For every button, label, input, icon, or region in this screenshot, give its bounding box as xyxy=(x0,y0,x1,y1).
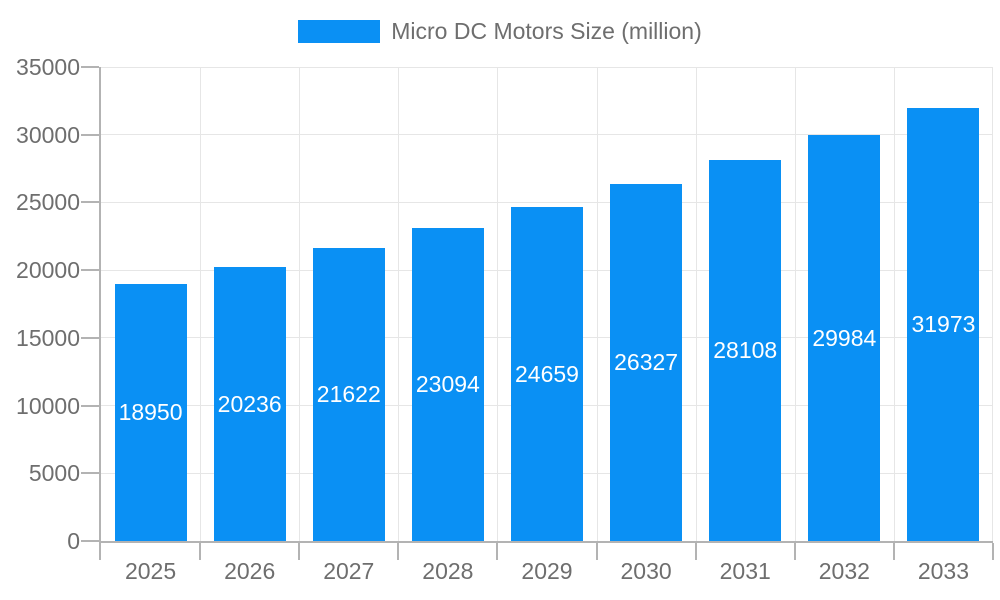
x-axis-tick-label: 2028 xyxy=(422,558,474,584)
x-axis-tick xyxy=(892,543,895,560)
bar-value-label: 26327 xyxy=(614,349,679,375)
x-gridline xyxy=(893,67,895,541)
x-gridline xyxy=(794,67,796,541)
y-axis-tick xyxy=(81,66,99,68)
x-axis-tick-label: 2033 xyxy=(917,558,970,584)
y-axis-tick xyxy=(81,269,99,272)
bar-value-label: 21622 xyxy=(316,381,381,407)
x-gridline xyxy=(992,67,993,541)
y-axis-tick xyxy=(81,540,99,542)
bar[interactable]: 18950 xyxy=(114,284,187,541)
bar-value-label: 29984 xyxy=(812,324,877,351)
x-axis-tick xyxy=(298,543,301,560)
bar[interactable]: 20236 xyxy=(213,267,286,541)
y-axis-tick-label: 25000 xyxy=(16,189,80,216)
x-axis-tick xyxy=(99,543,101,560)
bar-value-label: 20236 xyxy=(217,390,282,417)
plot-area: 18950 20236 21622 23094 24659 26327 28108 29984… xyxy=(99,67,993,543)
y-axis-tick-label: 15000 xyxy=(16,324,80,351)
bar[interactable]: 26327 xyxy=(610,184,683,541)
y-axis-tick-label: 10000 xyxy=(16,392,80,419)
y-axis-tick-label: 35000 xyxy=(16,54,80,80)
bar[interactable]: 31973 xyxy=(907,108,980,541)
bar-value-label: 31973 xyxy=(911,311,976,337)
x-axis-tick-label: 2027 xyxy=(323,558,375,584)
x-axis-tick xyxy=(496,543,499,560)
x-gridline xyxy=(398,67,400,541)
legend[interactable]: Micro DC Motors Size (million) xyxy=(0,20,1000,43)
x-axis-tick xyxy=(694,543,697,560)
y-axis-tick xyxy=(81,404,99,407)
x-axis-tick-label: 2026 xyxy=(224,558,276,584)
x-axis-tick xyxy=(595,543,598,560)
x-axis-tick-label: 2025 xyxy=(124,558,177,584)
x-axis-tick-label: 2032 xyxy=(818,558,870,584)
x-gridline xyxy=(299,67,301,541)
x-axis-tick-label: 2031 xyxy=(719,558,771,584)
x-gridline xyxy=(695,67,697,541)
y-gridline xyxy=(101,201,993,203)
bar[interactable]: 28108 xyxy=(709,160,782,541)
y-axis-tick-label: 20000 xyxy=(16,257,80,284)
y-axis-tick xyxy=(81,472,99,475)
bar-value-label: 24659 xyxy=(515,360,579,387)
x-axis-tick xyxy=(199,543,202,560)
y-axis-tick xyxy=(81,133,99,136)
y-axis-tick xyxy=(81,201,99,204)
x-axis-tick-label: 2029 xyxy=(521,558,573,584)
x-gridline xyxy=(497,67,499,541)
y-axis-tick xyxy=(81,336,99,339)
bar-value-label: 23094 xyxy=(415,371,480,397)
bar[interactable]: 21622 xyxy=(312,248,385,541)
x-gridline xyxy=(596,67,598,541)
bar-value-label: 28108 xyxy=(713,337,778,363)
x-axis-tick xyxy=(793,543,796,560)
x-axis-tick xyxy=(397,543,400,560)
bar[interactable]: 23094 xyxy=(411,228,484,541)
x-gridline xyxy=(200,67,202,541)
bar[interactable]: 24659 xyxy=(511,207,583,541)
bar-value-label: 18950 xyxy=(118,399,183,425)
y-gridline xyxy=(101,67,993,68)
legend-label: Micro DC Motors Size (million) xyxy=(391,18,702,44)
x-axis-tick-label: 2030 xyxy=(620,558,672,584)
y-axis-tick-label: 0 xyxy=(67,528,80,554)
y-gridline xyxy=(101,134,993,136)
legend-swatch xyxy=(298,20,381,43)
bar[interactable]: 29984 xyxy=(808,135,881,541)
y-axis-tick-label: 30000 xyxy=(16,121,80,148)
y-axis-tick-label: 5000 xyxy=(28,460,80,487)
x-axis-tick xyxy=(992,543,994,560)
